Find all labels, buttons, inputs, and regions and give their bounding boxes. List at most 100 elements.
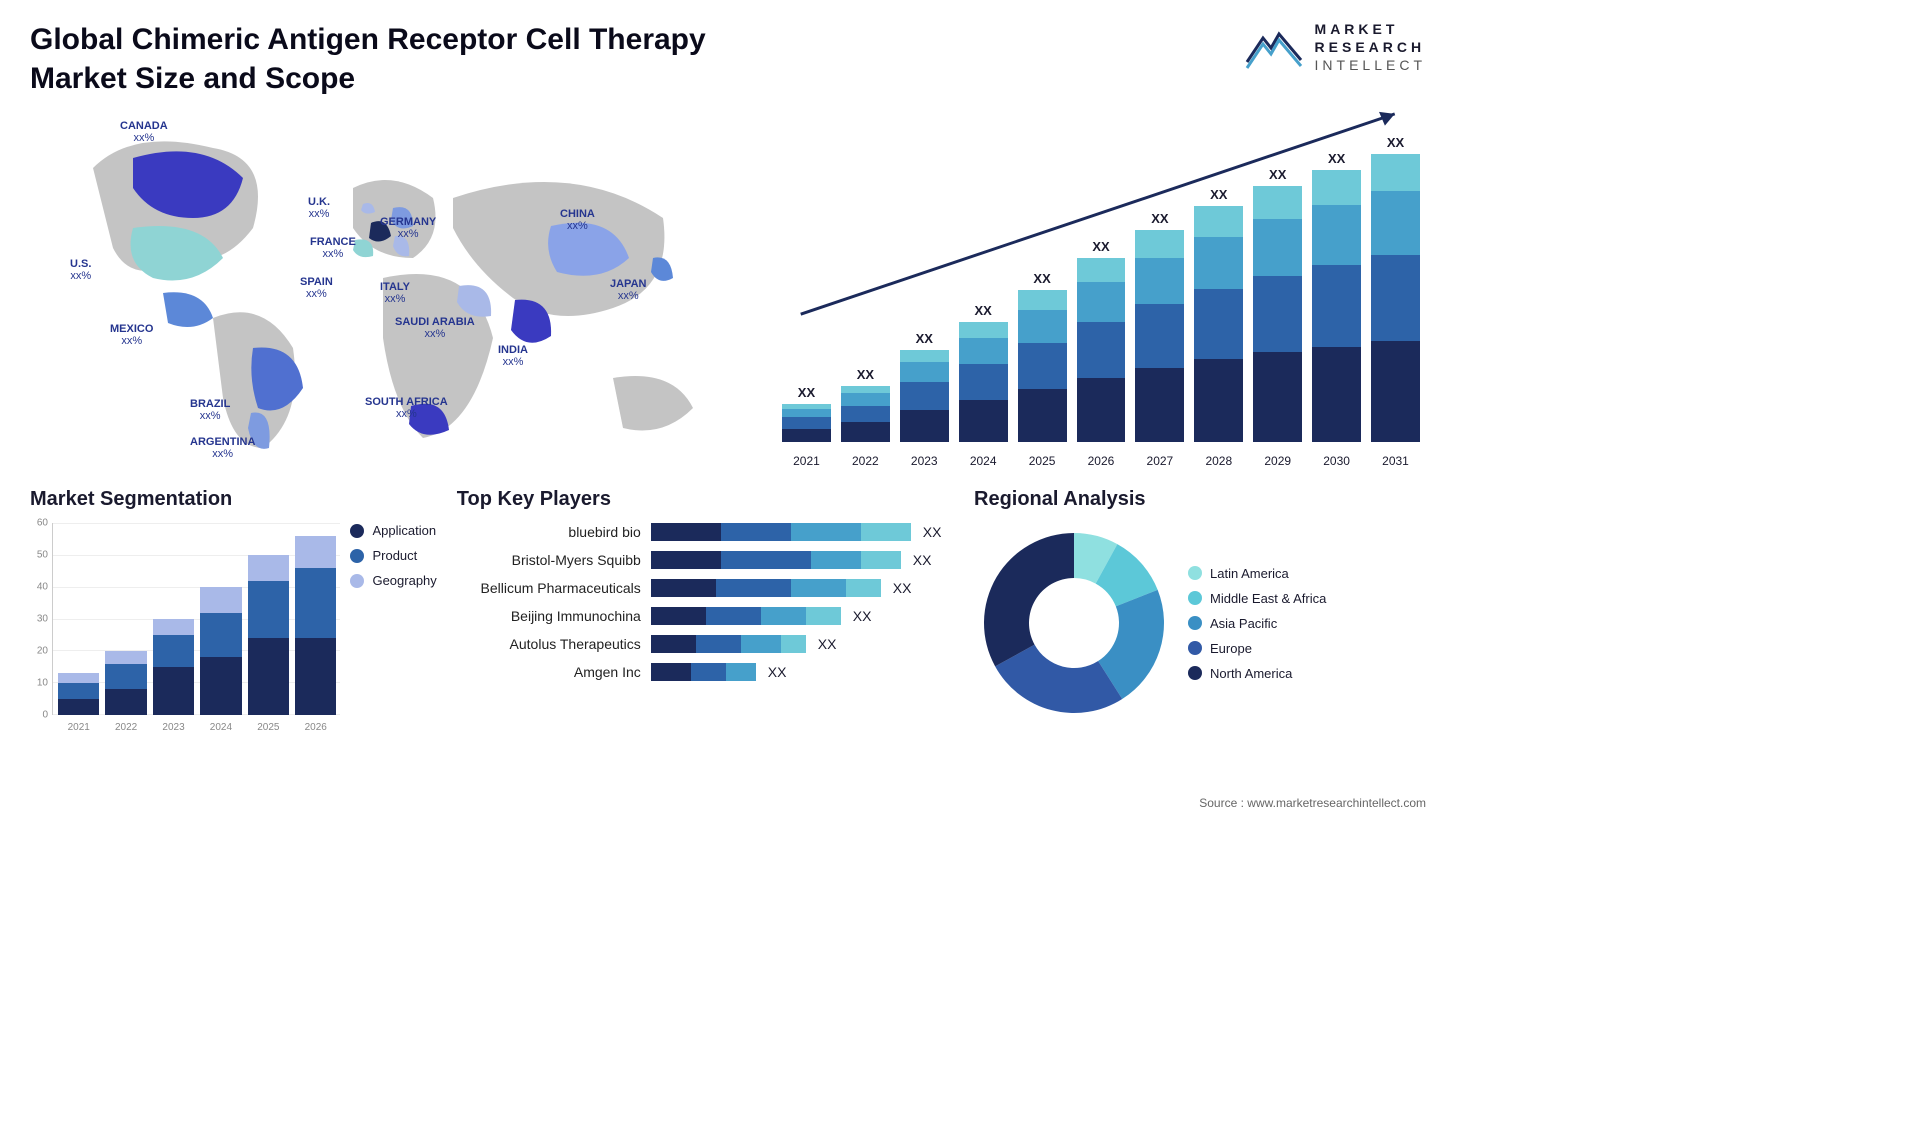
year-label: 2026 xyxy=(1077,454,1126,468)
growth-bar: XX xyxy=(1253,167,1302,442)
segmentation-bar xyxy=(58,673,99,715)
year-label: 2022 xyxy=(105,722,146,733)
map-label: MEXICOxx% xyxy=(110,323,153,347)
y-tick: 60 xyxy=(30,518,48,529)
player-row: bluebird bio XX xyxy=(457,523,954,541)
y-tick: 50 xyxy=(30,550,48,561)
regional-legend: Latin America Middle East & Africa Asia Pa… xyxy=(1188,566,1326,681)
legend-item: Latin America xyxy=(1188,566,1326,581)
bar-value: XX xyxy=(1328,151,1345,166)
player-value: XX xyxy=(853,608,872,624)
player-row: Amgen IncXX xyxy=(457,663,954,681)
growth-bar: XX xyxy=(782,385,831,442)
bar-value: XX xyxy=(975,303,992,318)
year-label: 2025 xyxy=(248,722,289,733)
year-label: 2021 xyxy=(782,454,831,468)
brand-logo: MARKET RESEARCH INTELLECT xyxy=(1245,20,1426,75)
page-title: Global Chimeric Antigen Receptor Cell Th… xyxy=(30,20,790,98)
world-map: CANADAxx% U.S.xx% MEXICOxx% BRAZILxx% ARGENT… xyxy=(30,108,756,468)
growth-bar: XX xyxy=(1018,271,1067,442)
map-label: GERMANYxx% xyxy=(380,216,436,240)
segmentation-bar xyxy=(153,619,194,715)
growth-bar: XX xyxy=(1371,135,1420,442)
bar-value: XX xyxy=(857,367,874,382)
logo-icon xyxy=(1245,22,1305,72)
growth-bar: XX xyxy=(900,331,949,442)
logo-line1: MARKET xyxy=(1315,20,1426,38)
map-label: SAUDI ARABIAxx% xyxy=(395,316,475,340)
segmentation-bar xyxy=(295,536,336,715)
player-name: Autolus Therapeutics xyxy=(457,636,647,652)
y-tick: 20 xyxy=(30,646,48,657)
legend-item: Middle East & Africa xyxy=(1188,591,1326,606)
map-label: FRANCExx% xyxy=(310,236,356,260)
player-name: Bristol-Myers Squibb xyxy=(457,552,647,568)
player-value: XX xyxy=(923,524,942,540)
segmentation-bar xyxy=(248,555,289,715)
year-label: 2024 xyxy=(959,454,1008,468)
year-label: 2024 xyxy=(200,722,241,733)
map-label: SPAINxx% xyxy=(300,276,333,300)
player-value: XX xyxy=(893,580,912,596)
legend-item: Asia Pacific xyxy=(1188,616,1326,631)
growth-bar: XX xyxy=(1194,187,1243,442)
growth-bar-chart: XXXXXXXXXXXXXXXXXXXXXX 20212022202320242… xyxy=(776,108,1426,468)
player-name: Amgen Inc xyxy=(457,664,647,680)
year-label: 2030 xyxy=(1312,454,1361,468)
source-text: Source : www.marketresearchintellect.com xyxy=(1199,796,1426,810)
year-label: 2021 xyxy=(58,722,99,733)
regional-donut xyxy=(974,523,1174,723)
map-label: ITALYxx% xyxy=(380,281,410,305)
y-tick: 0 xyxy=(30,710,48,721)
y-tick: 30 xyxy=(30,614,48,625)
legend-item: Product xyxy=(350,548,436,563)
player-row: Beijing Immunochina XX xyxy=(457,607,954,625)
segmentation-title: Market Segmentation xyxy=(30,488,437,511)
year-label: 2023 xyxy=(153,722,194,733)
segmentation-bar xyxy=(105,651,146,715)
bar-value: XX xyxy=(916,331,933,346)
donut-slice xyxy=(984,533,1074,666)
bar-value: XX xyxy=(798,385,815,400)
segmentation-bar xyxy=(200,587,241,715)
player-name: Beijing Immunochina xyxy=(457,608,647,624)
growth-bar: XX xyxy=(841,367,890,442)
y-tick: 10 xyxy=(30,678,48,689)
growth-bar: XX xyxy=(1312,151,1361,442)
bar-value: XX xyxy=(1151,211,1168,226)
player-name: Bellicum Pharmaceuticals xyxy=(457,580,647,596)
bar-value: XX xyxy=(1092,239,1109,254)
map-label: CHINAxx% xyxy=(560,208,595,232)
player-name: bluebird bio xyxy=(457,524,647,540)
legend-item: Europe xyxy=(1188,641,1326,656)
regional-title: Regional Analysis xyxy=(974,488,1426,511)
bar-value: XX xyxy=(1387,135,1404,150)
legend-item: Geography xyxy=(350,573,436,588)
map-label: U.S.xx% xyxy=(70,258,91,282)
growth-bar: XX xyxy=(959,303,1008,442)
map-label: SOUTH AFRICAxx% xyxy=(365,396,448,420)
map-label: JAPANxx% xyxy=(610,278,646,302)
logo-line3: INTELLECT xyxy=(1315,56,1426,74)
year-label: 2027 xyxy=(1135,454,1184,468)
player-row: Bristol-Myers SquibbXX xyxy=(457,551,954,569)
growth-bar: XX xyxy=(1077,239,1126,442)
year-label: 2023 xyxy=(900,454,949,468)
map-label: ARGENTINAxx% xyxy=(190,436,255,460)
players-chart: bluebird bioXXBristol-Myers SquibbXXBell… xyxy=(457,523,954,681)
bar-value: XX xyxy=(1269,167,1286,182)
year-label: 2028 xyxy=(1194,454,1243,468)
bar-value: XX xyxy=(1033,271,1050,286)
map-label: CANADAxx% xyxy=(120,120,168,144)
year-label: 2029 xyxy=(1253,454,1302,468)
bar-value: XX xyxy=(1210,187,1227,202)
player-row: Autolus TherapeuticsXX xyxy=(457,635,954,653)
legend-item: North America xyxy=(1188,666,1326,681)
players-title: Top Key Players xyxy=(457,488,954,511)
growth-bar: XX xyxy=(1135,211,1184,442)
legend-item: Application xyxy=(350,523,436,538)
map-label: U.K.xx% xyxy=(308,196,330,220)
year-label: 2031 xyxy=(1371,454,1420,468)
logo-line2: RESEARCH xyxy=(1315,38,1426,56)
map-label: BRAZILxx% xyxy=(190,398,230,422)
